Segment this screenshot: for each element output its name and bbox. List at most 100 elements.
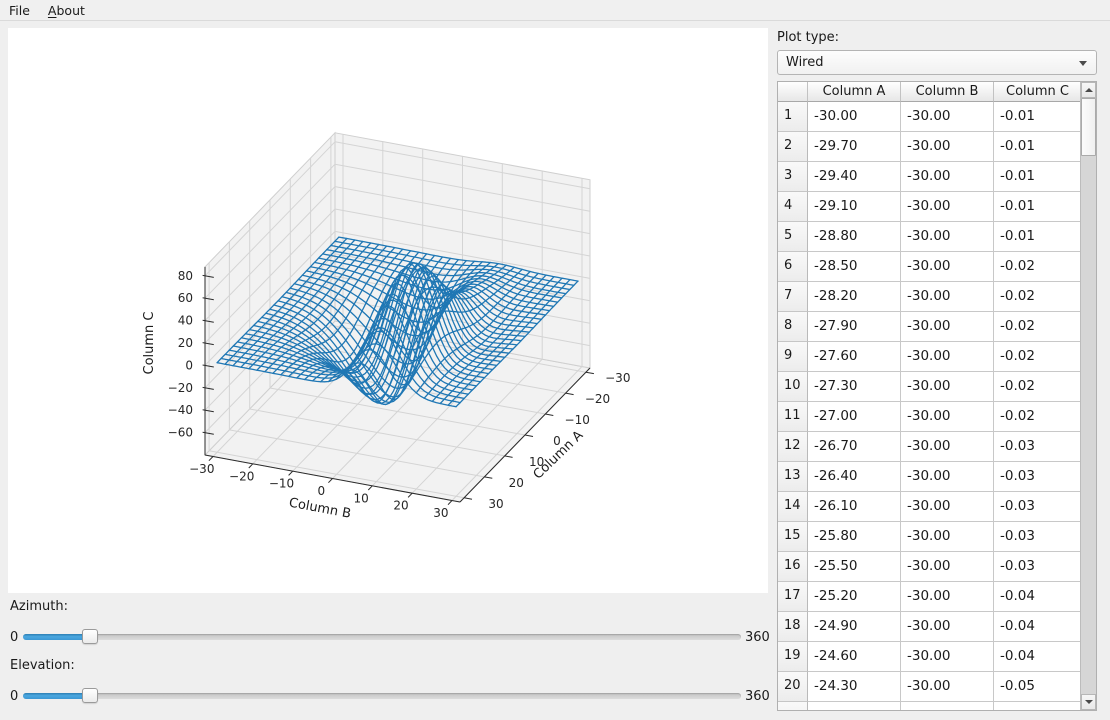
cell[interactable]: -24.30 [808, 672, 901, 702]
cell[interactable]: -0.04 [994, 612, 1081, 642]
cell[interactable]: -30.00 [901, 582, 994, 612]
cell[interactable]: -30.00 [901, 432, 994, 462]
cell[interactable] [808, 702, 901, 710]
cell[interactable]: -0.02 [994, 312, 1081, 342]
cell[interactable]: -0.03 [994, 522, 1081, 552]
cell[interactable]: -26.10 [808, 492, 901, 522]
scroll-down-button[interactable] [1081, 694, 1096, 710]
cell[interactable]: -27.90 [808, 312, 901, 342]
row-header[interactable]: 1 [778, 102, 808, 132]
cell[interactable]: -30.00 [901, 672, 994, 702]
cell[interactable]: -24.90 [808, 612, 901, 642]
cell[interactable]: -29.70 [808, 132, 901, 162]
cell[interactable]: -0.01 [994, 162, 1081, 192]
table-scrollbar[interactable] [1080, 82, 1096, 710]
cell[interactable]: -30.00 [901, 372, 994, 402]
cell[interactable]: -28.50 [808, 252, 901, 282]
cell[interactable]: -0.02 [994, 372, 1081, 402]
cell[interactable]: -26.70 [808, 432, 901, 462]
cell[interactable]: -0.01 [994, 132, 1081, 162]
column-header-a[interactable]: Column A [808, 82, 901, 102]
cell[interactable]: -27.60 [808, 342, 901, 372]
row-header[interactable]: 12 [778, 432, 808, 462]
row-header[interactable]: 9 [778, 342, 808, 372]
row-header[interactable]: 13 [778, 462, 808, 492]
row-header[interactable]: 16 [778, 552, 808, 582]
cell[interactable]: -30.00 [901, 522, 994, 552]
cell[interactable]: -30.00 [901, 312, 994, 342]
row-header[interactable]: 19 [778, 642, 808, 672]
cell[interactable]: -25.80 [808, 522, 901, 552]
cell[interactable]: -29.10 [808, 192, 901, 222]
row-header[interactable]: 10 [778, 372, 808, 402]
column-header-b[interactable]: Column B [901, 82, 994, 102]
cell[interactable]: -0.01 [994, 222, 1081, 252]
cell[interactable] [994, 702, 1081, 710]
column-header-c[interactable]: Column C [994, 82, 1081, 102]
menu-item-about[interactable]: About [47, 2, 85, 18]
row-header[interactable]: 5 [778, 222, 808, 252]
elevation-slider-handle[interactable] [81, 688, 98, 703]
row-header[interactable]: 15 [778, 522, 808, 552]
cell[interactable]: -28.80 [808, 222, 901, 252]
cell[interactable]: -29.40 [808, 162, 901, 192]
row-header[interactable]: 11 [778, 402, 808, 432]
cell[interactable]: -0.03 [994, 432, 1081, 462]
plot-canvas[interactable]: −30 −20 −10 0 10 20 30 −30 −20 −10 0 10 20 30 −60 −40 −2… [8, 28, 768, 593]
cell[interactable]: -0.04 [994, 642, 1081, 672]
cell[interactable]: -27.00 [808, 402, 901, 432]
row-header[interactable]: 4 [778, 192, 808, 222]
cell[interactable]: -30.00 [901, 492, 994, 522]
cell[interactable]: -0.01 [994, 102, 1081, 132]
scroll-up-button[interactable] [1081, 82, 1096, 98]
row-header[interactable]: 18 [778, 612, 808, 642]
cell[interactable]: -30.00 [901, 252, 994, 282]
cell[interactable]: -25.20 [808, 582, 901, 612]
azimuth-slider-track[interactable] [23, 634, 741, 640]
cell[interactable]: -0.01 [994, 192, 1081, 222]
cell[interactable]: -24.60 [808, 642, 901, 672]
cell[interactable]: -30.00 [901, 342, 994, 372]
elevation-slider[interactable] [23, 688, 741, 704]
cell[interactable]: -30.00 [901, 192, 994, 222]
cell[interactable]: -0.02 [994, 282, 1081, 312]
scrollbar-thumb[interactable] [1081, 98, 1096, 156]
row-header[interactable]: 8 [778, 312, 808, 342]
cell[interactable]: -30.00 [901, 402, 994, 432]
menu-item-file[interactable]: File [9, 2, 30, 18]
cell[interactable]: -0.02 [994, 402, 1081, 432]
cell[interactable] [901, 702, 994, 710]
cell[interactable]: -0.02 [994, 252, 1081, 282]
row-header[interactable]: 14 [778, 492, 808, 522]
wireframe-3d-plot[interactable]: −30 −20 −10 0 10 20 30 −30 −20 −10 0 10 20 30 −60 −40 −2… [8, 28, 768, 593]
azimuth-slider[interactable] [23, 629, 741, 645]
cell[interactable]: -0.02 [994, 342, 1081, 372]
cell[interactable]: -30.00 [901, 612, 994, 642]
cell[interactable]: -0.03 [994, 462, 1081, 492]
row-header[interactable]: 6 [778, 252, 808, 282]
row-header[interactable]: 7 [778, 282, 808, 312]
row-header[interactable]: 2 [778, 132, 808, 162]
azimuth-slider-handle[interactable] [81, 629, 98, 644]
cell[interactable]: -30.00 [901, 642, 994, 672]
cell[interactable]: -25.50 [808, 552, 901, 582]
row-header[interactable]: 3 [778, 162, 808, 192]
cell[interactable]: -0.03 [994, 552, 1081, 582]
elevation-slider-track[interactable] [23, 693, 741, 699]
row-header[interactable] [778, 702, 808, 710]
cell[interactable]: -30.00 [808, 102, 901, 132]
cell[interactable]: -30.00 [901, 162, 994, 192]
cell[interactable]: -30.00 [901, 222, 994, 252]
cell[interactable]: -26.40 [808, 462, 901, 492]
cell[interactable]: -28.20 [808, 282, 901, 312]
cell[interactable]: -30.00 [901, 132, 994, 162]
cell[interactable]: -0.03 [994, 492, 1081, 522]
cell[interactable]: -30.00 [901, 462, 994, 492]
row-header[interactable]: 20 [778, 672, 808, 702]
cell[interactable]: -30.00 [901, 102, 994, 132]
cell[interactable]: -0.05 [994, 672, 1081, 702]
cell[interactable]: -30.00 [901, 552, 994, 582]
cell[interactable]: -30.00 [901, 282, 994, 312]
plot-type-combobox[interactable]: Wired [777, 50, 1097, 75]
cell[interactable]: -0.04 [994, 582, 1081, 612]
